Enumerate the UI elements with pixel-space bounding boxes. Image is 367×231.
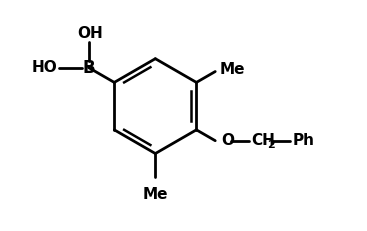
Text: Ph: Ph xyxy=(292,133,314,148)
Text: CH: CH xyxy=(251,133,275,148)
Text: B: B xyxy=(82,59,95,77)
Text: O: O xyxy=(221,133,234,148)
Text: HO: HO xyxy=(31,60,57,75)
Text: Me: Me xyxy=(143,187,168,202)
Text: 2: 2 xyxy=(268,140,275,150)
Text: Me: Me xyxy=(219,62,245,77)
Text: OH: OH xyxy=(78,27,103,42)
